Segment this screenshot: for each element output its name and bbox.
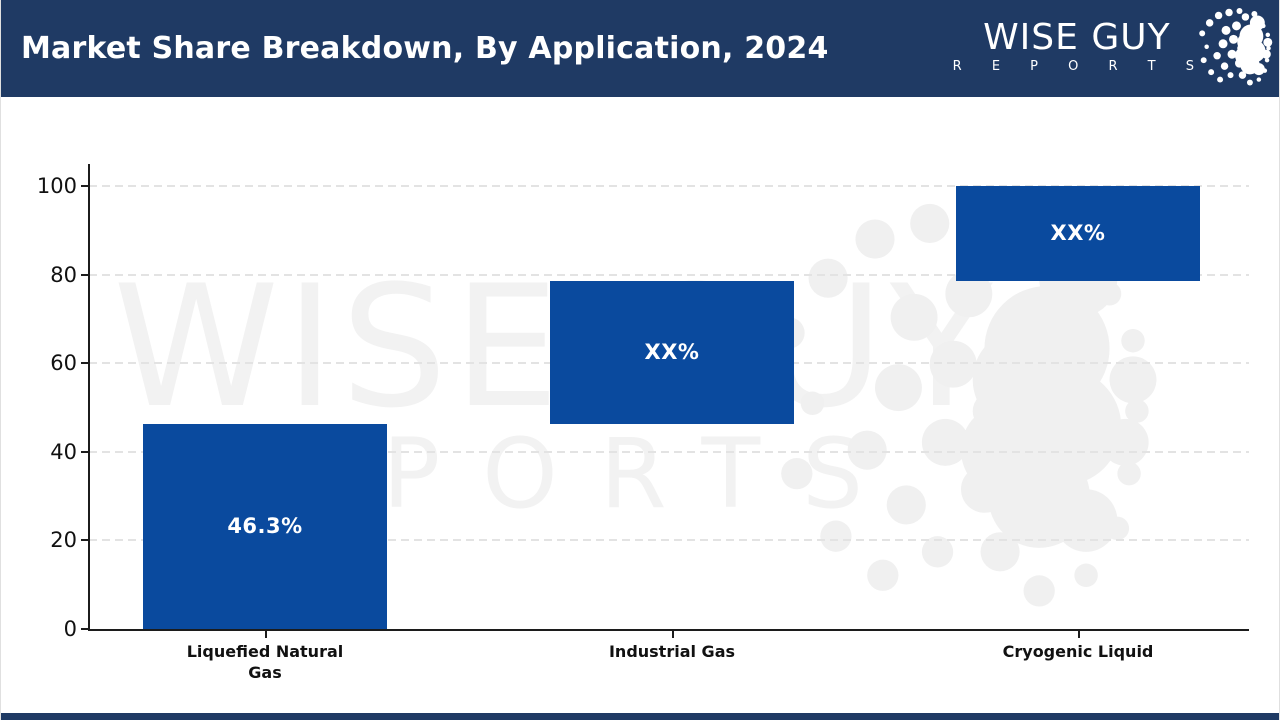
y-tick-mark [81, 450, 89, 453]
logo-text: WISE GUY R E P O R T S [947, 18, 1207, 75]
y-tick-mark [81, 185, 89, 187]
y-tick-label: 60 [50, 351, 77, 376]
x-category-line: Gas [248, 663, 282, 682]
bar-value-label: XX% [1050, 221, 1106, 246]
x-category-line: Cryogenic Liquid [1002, 642, 1154, 661]
x-tick-mark [1078, 631, 1080, 638]
x-tick-mark [265, 631, 267, 638]
y-tick-mark [81, 362, 89, 365]
x-tick-mark [672, 631, 674, 638]
y-tick-mark [81, 273, 89, 276]
y-tick-label: 0 [63, 617, 77, 641]
y-tick-label: 100 [36, 174, 77, 198]
y-gridline [89, 273, 1249, 276]
bar-value-label: XX% [644, 340, 700, 365]
bar-value-label: 46.3% [227, 514, 303, 539]
y-gridline [89, 185, 1249, 187]
logo-wordmark: WISE GUY [983, 17, 1171, 58]
y-tick-label: 20 [50, 528, 77, 553]
x-category-line: Industrial Gas [608, 642, 736, 661]
header-bar: Market Share Breakdown, By Application, … [1, 0, 1279, 97]
x-category-label: Industrial Gas [557, 641, 787, 662]
x-category-label: Liquefied Natural Gas [150, 641, 380, 683]
y-tick-mark [81, 539, 89, 542]
bar-3: XX% [956, 186, 1200, 281]
dotted-face-icon [1197, 8, 1273, 94]
x-axis-line [88, 629, 1249, 631]
logo-subtitle: R E P O R T S [952, 59, 1207, 74]
footer-bar [1, 713, 1279, 720]
bar-2: XX% [550, 280, 794, 424]
y-gridline [89, 450, 1249, 453]
x-category-line: Liquefied Natural [186, 642, 344, 661]
page-title: Market Share Breakdown, By Application, … [21, 31, 829, 66]
bar-1: 46.3% [143, 423, 387, 629]
y-tick-mark [81, 628, 89, 630]
y-axis-line [88, 164, 90, 631]
y-tick-label: 80 [50, 262, 77, 287]
x-category-label: Cryogenic Liquid [963, 641, 1193, 662]
y-gridline [89, 539, 1249, 542]
waterfall-chart: 0 20 40 60 80 100 46.3% XX% XX% Liquefied Natural… [1, 97, 1279, 713]
y-tick-label: 40 [50, 439, 77, 464]
wise-guy-reports-logo: WISE GUY R E P O R T S [953, 4, 1273, 94]
